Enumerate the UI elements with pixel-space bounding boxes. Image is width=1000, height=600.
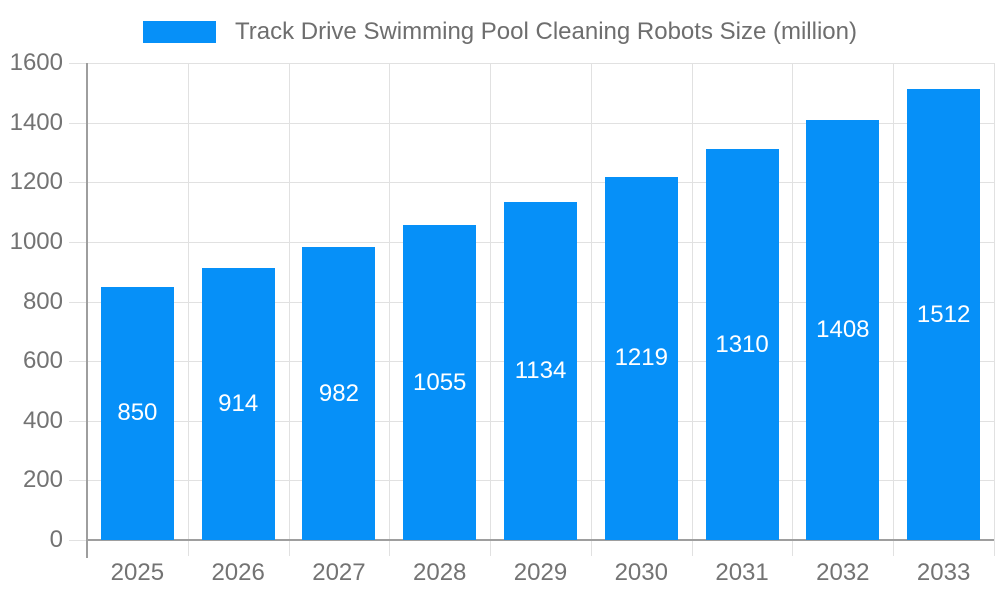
bar-value-label: 1134 [514, 356, 567, 384]
y-axis-tick [69, 63, 87, 64]
x-tick-label: 2030 [614, 559, 668, 586]
gridline-horizontal [87, 122, 994, 124]
bar-value-label: 1408 [816, 316, 870, 344]
x-tick-label: 2028 [413, 559, 467, 586]
bar-2028[interactable]: 1055 [403, 225, 477, 540]
x-axis-tick [490, 540, 492, 556]
y-tick-label: 800 [22, 287, 63, 315]
gridline-vertical [187, 63, 189, 540]
bar-value-label: 1219 [614, 344, 668, 372]
gridline-vertical [893, 63, 895, 540]
gridline-vertical [691, 63, 693, 540]
x-tick-label: 2031 [715, 559, 769, 586]
x-tick-label: 2029 [513, 559, 568, 586]
y-axis-tick [69, 301, 87, 303]
y-tick-label: 1000 [9, 227, 63, 255]
x-axis-tick [792, 540, 794, 556]
y-axis-line [86, 63, 88, 558]
y-axis-tick [69, 540, 87, 541]
bar-2033[interactable]: 1512 [907, 89, 981, 540]
gridline-vertical [590, 63, 592, 540]
bar-2031[interactable]: 1310 [705, 149, 779, 540]
gridline-vertical [792, 63, 794, 540]
y-axis-tick [69, 361, 87, 363]
gridline-vertical [994, 63, 995, 540]
y-axis-tick [69, 420, 87, 422]
bar-2032[interactable]: 1408 [806, 120, 880, 540]
bar-2026[interactable]: 914 [201, 267, 275, 540]
bar-value-label: 1310 [715, 330, 769, 358]
plot-area: 0 200 400 600 800 1000 1200 1400 1600 850 2025 914 2… [10, 51, 995, 586]
bar-2027[interactable]: 982 [302, 247, 376, 540]
y-tick-label: 0 [49, 526, 63, 553]
x-axis-tick [994, 540, 995, 556]
bar-2025[interactable]: 850 [100, 286, 174, 540]
y-tick-label: 1200 [9, 168, 63, 196]
y-tick-label: 1400 [9, 108, 63, 136]
y-tick-label: 1600 [9, 49, 63, 76]
x-axis-tick [590, 540, 592, 556]
bar-value-label: 1512 [916, 300, 971, 328]
y-axis-tick [69, 241, 87, 243]
x-tick-label: 2027 [312, 559, 366, 586]
legend[interactable]: Track Drive Swimming Pool Cleaning Robot… [0, 19, 1000, 45]
x-tick-label: 2025 [110, 559, 165, 586]
gridline-vertical [490, 63, 492, 540]
y-axis-tick [69, 182, 87, 184]
x-axis-tick [389, 540, 391, 556]
gridline-vertical [288, 63, 290, 540]
y-axis-tick [69, 122, 87, 124]
x-axis-line [87, 539, 994, 541]
gridline-horizontal [87, 182, 994, 184]
x-tick-label: 2033 [916, 559, 971, 586]
x-axis-tick [288, 540, 290, 556]
y-axis-tick [69, 480, 87, 482]
gridline-vertical [389, 63, 391, 540]
legend-label: Track Drive Swimming Pool Cleaning Robot… [235, 18, 857, 45]
x-axis-tick [187, 540, 189, 556]
bar-2029[interactable]: 1134 [504, 201, 577, 540]
bar-value-label: 850 [117, 399, 158, 427]
x-axis-tick [691, 540, 693, 556]
x-tick-label: 2032 [816, 559, 870, 586]
bar-value-label: 914 [218, 389, 259, 417]
legend-swatch [143, 21, 216, 43]
gridline-horizontal [87, 63, 994, 64]
y-tick-label: 200 [22, 466, 63, 494]
y-tick-label: 600 [22, 347, 63, 375]
bar-2030[interactable]: 1219 [604, 176, 678, 540]
y-tick-label: 400 [22, 406, 63, 434]
bar-value-label: 1055 [413, 368, 467, 396]
bar-value-label: 982 [318, 379, 359, 407]
x-tick-label: 2026 [211, 559, 265, 586]
x-axis-tick [893, 540, 895, 556]
